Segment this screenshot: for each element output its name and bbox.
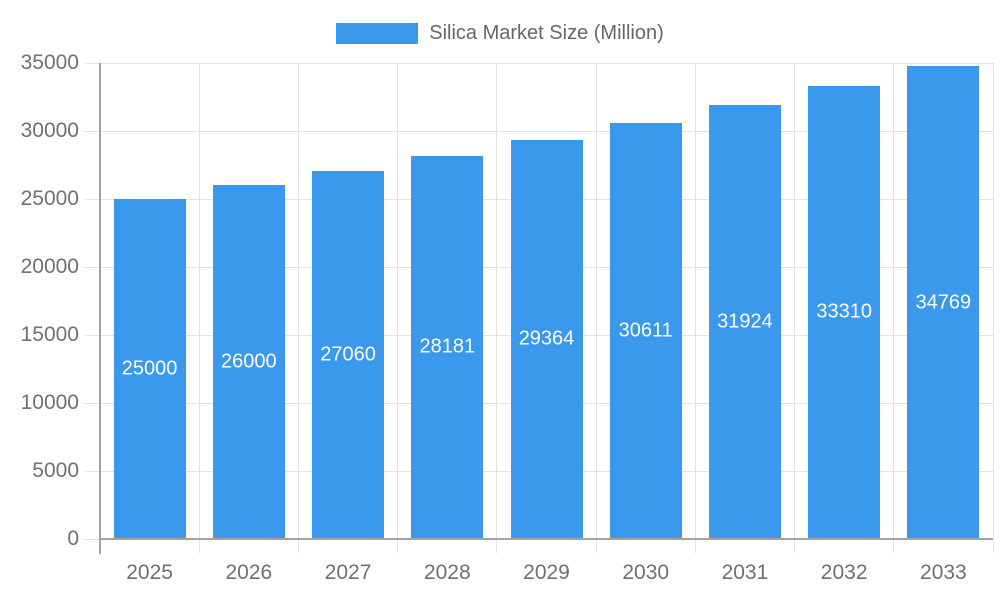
- x-axis-tick: [893, 539, 895, 553]
- y-axis-tick: [85, 266, 100, 268]
- x-axis-tick-label: 2025: [126, 561, 173, 584]
- bar-2033[interactable]: [907, 66, 980, 538]
- bar-value-label: 29364: [518, 327, 575, 350]
- y-axis-tick-label: 25000: [20, 187, 79, 210]
- x-axis-tick: [794, 539, 796, 553]
- v-gridline: [397, 63, 399, 539]
- y-axis-tick-label: 35000: [20, 51, 79, 74]
- x-axis-tick: [595, 539, 597, 553]
- y-axis-tick: [85, 334, 100, 336]
- y-axis-tick: [85, 538, 100, 540]
- bar-value-label: 28181: [419, 335, 476, 358]
- x-axis-line: [99, 538, 993, 540]
- legend-swatch: [336, 22, 419, 44]
- legend-label: Silica Market Size (Million): [429, 22, 664, 44]
- y-axis-tick: [85, 198, 100, 200]
- v-gridline: [893, 63, 895, 539]
- x-axis-tick: [297, 539, 299, 553]
- y-axis-tick: [85, 402, 100, 404]
- bar-value-label: 25000: [121, 357, 178, 380]
- bar-2028[interactable]: [411, 155, 484, 538]
- x-axis-tick-label: 2027: [324, 561, 372, 584]
- x-axis-tick-label: 2031: [721, 561, 769, 584]
- y-axis-line: [99, 63, 101, 554]
- bar-2027[interactable]: [312, 170, 385, 538]
- v-gridline: [595, 63, 597, 539]
- y-axis-tick: [85, 62, 100, 64]
- y-axis-tick: [85, 130, 100, 132]
- bar-2030[interactable]: [609, 122, 682, 538]
- bar-2031[interactable]: [708, 104, 781, 538]
- v-gridline: [794, 63, 796, 539]
- y-axis-tick-label: 15000: [20, 323, 79, 346]
- bar-value-label: 26000: [221, 350, 277, 373]
- x-axis-tick: [992, 539, 994, 553]
- y-axis-tick-label: 30000: [20, 119, 79, 142]
- x-axis-tick: [198, 539, 200, 553]
- x-axis-tick-label: 2032: [820, 561, 868, 584]
- y-axis-tick-label: 0: [67, 527, 79, 550]
- y-axis-tick: [85, 470, 100, 472]
- x-axis-tick: [496, 539, 498, 553]
- bar-value-label: 30611: [618, 319, 673, 342]
- y-axis-tick-label: 10000: [20, 391, 79, 414]
- x-axis-tick-label: 2030: [622, 561, 670, 584]
- v-gridline: [198, 63, 200, 539]
- x-axis-tick-label: 2029: [523, 561, 570, 584]
- bar-value-label: 27060: [320, 343, 376, 366]
- v-gridline: [496, 63, 498, 539]
- x-axis-tick-label: 2026: [225, 561, 273, 584]
- bar-2025[interactable]: [113, 199, 186, 538]
- bar-value-label: 31924: [717, 310, 773, 333]
- v-gridline: [297, 63, 299, 539]
- y-axis-tick-label: 20000: [20, 255, 79, 278]
- bar-2026[interactable]: [212, 185, 285, 538]
- y-axis-tick-label: 5000: [32, 459, 79, 482]
- x-axis-tick-label: 2033: [920, 561, 967, 584]
- bar-2032[interactable]: [808, 85, 881, 538]
- bar-value-label: 33310: [816, 300, 872, 323]
- bar-value-label: 34769: [915, 291, 972, 314]
- v-gridline: [992, 63, 994, 539]
- x-axis-tick: [397, 539, 399, 553]
- bar-2029[interactable]: [510, 139, 583, 538]
- x-axis-tick: [694, 539, 696, 553]
- chart-legend[interactable]: Silica Market Size (Million): [0, 22, 1000, 44]
- h-gridline: [100, 130, 993, 132]
- h-gridline: [100, 62, 993, 64]
- v-gridline: [694, 63, 696, 539]
- x-axis-tick-label: 2028: [423, 561, 471, 584]
